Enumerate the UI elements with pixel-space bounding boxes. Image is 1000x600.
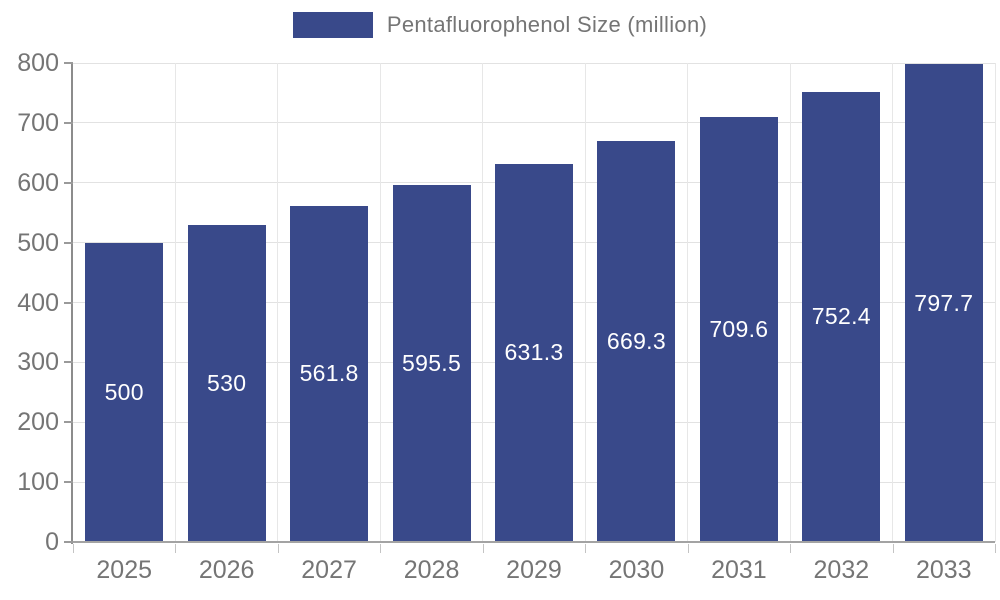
y-tick-label-600: 600 bbox=[17, 168, 59, 197]
y-axis-line bbox=[71, 63, 73, 544]
x-tick-label-2033: 2033 bbox=[915, 556, 972, 584]
legend-label: Pentafluorophenol Size (million) bbox=[386, 12, 708, 37]
x-axis-line bbox=[71, 541, 995, 543]
plot-area: 500 530 561.8 595.5 631.3 669.3 709.6 752.4 797.… bbox=[73, 62, 996, 542]
bar-value-label-2026: 530 bbox=[207, 369, 247, 396]
v-gridline-8 bbox=[892, 63, 894, 542]
bar-value-label-2032: 752.4 bbox=[811, 303, 871, 330]
y-tick-label-200: 200 bbox=[17, 408, 59, 437]
bar-2026[interactable]: 530 bbox=[187, 224, 266, 542]
bar-value-label-2030: 669.3 bbox=[606, 328, 666, 355]
v-gridline-4 bbox=[482, 63, 484, 542]
x-tick-mark-9 bbox=[995, 544, 996, 553]
x-tick-mark-8 bbox=[892, 544, 894, 553]
h-gridline-700 bbox=[73, 122, 995, 124]
bar-2031[interactable]: 709.6 bbox=[699, 117, 778, 542]
x-tick-mark-3 bbox=[380, 544, 382, 553]
y-tick-label-800: 800 bbox=[17, 49, 59, 77]
legend-swatch bbox=[292, 12, 373, 38]
y-tick-mark-600 bbox=[64, 181, 73, 184]
x-tick-label-2030: 2030 bbox=[608, 556, 665, 584]
y-tick-mark-400 bbox=[64, 301, 73, 304]
y-tick-mark-200 bbox=[64, 421, 73, 424]
x-tick-label-2029: 2029 bbox=[506, 556, 562, 584]
v-gridline-2 bbox=[277, 63, 279, 542]
y-tick-mark-500 bbox=[64, 241, 73, 244]
x-tick-label-2026: 2026 bbox=[198, 556, 255, 584]
x-tick-label-2031: 2031 bbox=[711, 556, 767, 584]
y-tick-label-500: 500 bbox=[17, 228, 59, 257]
x-tick-mark-5 bbox=[585, 544, 587, 553]
bar-2025[interactable]: 500 bbox=[85, 242, 164, 542]
y-tick-label-100: 100 bbox=[17, 468, 59, 497]
h-gridline-800 bbox=[73, 62, 995, 64]
v-gridline-1 bbox=[174, 63, 176, 542]
v-gridline-5 bbox=[584, 63, 586, 542]
x-tick-mark-6 bbox=[687, 544, 689, 553]
x-tick-mark-2 bbox=[277, 544, 279, 553]
v-gridline-3 bbox=[379, 63, 381, 542]
x-tick-label-2025: 2025 bbox=[96, 556, 153, 584]
x-tick-label-2032: 2032 bbox=[813, 556, 870, 584]
legend[interactable]: Pentafluorophenol Size (million) bbox=[0, 12, 1000, 38]
x-tick-mark-4 bbox=[482, 544, 484, 553]
y-tick-label-700: 700 bbox=[17, 108, 59, 137]
y-tick-mark-100 bbox=[64, 481, 73, 484]
bar-2030[interactable]: 669.3 bbox=[597, 141, 676, 542]
x-tick-label-2027: 2027 bbox=[301, 556, 357, 584]
bar-2029[interactable]: 631.3 bbox=[495, 164, 573, 542]
x-tick-mark-1 bbox=[175, 544, 177, 553]
v-gridline-7 bbox=[789, 63, 791, 542]
bar-value-label-2029: 631.3 bbox=[504, 339, 564, 366]
y-tick-mark-300 bbox=[64, 361, 73, 364]
y-tick-mark-800 bbox=[64, 62, 73, 64]
y-tick-mark-700 bbox=[64, 121, 73, 124]
bar-2033[interactable]: 797.7 bbox=[904, 64, 983, 542]
v-gridline-6 bbox=[687, 63, 689, 542]
bar-2028[interactable]: 595.5 bbox=[392, 185, 471, 542]
bar-2027[interactable]: 561.8 bbox=[290, 205, 369, 542]
bar-value-label-2033: 797.7 bbox=[914, 289, 974, 316]
v-gridline-9 bbox=[994, 63, 996, 542]
x-tick-label-2028: 2028 bbox=[403, 556, 460, 584]
y-tick-mark-0 bbox=[64, 541, 73, 543]
bar-2032[interactable]: 752.4 bbox=[802, 91, 881, 542]
bar-value-label-2025: 500 bbox=[104, 378, 144, 405]
bar-value-label-2027: 561.8 bbox=[299, 360, 359, 387]
bar-value-label-2028: 595.5 bbox=[402, 350, 462, 377]
bar-value-label-2031: 709.6 bbox=[709, 316, 769, 343]
y-tick-label-400: 400 bbox=[17, 288, 59, 317]
y-tick-label-300: 300 bbox=[17, 348, 59, 377]
x-tick-mark-7 bbox=[790, 544, 792, 553]
x-tick-mark-0 bbox=[73, 544, 74, 553]
y-tick-label-0: 0 bbox=[45, 528, 59, 556]
